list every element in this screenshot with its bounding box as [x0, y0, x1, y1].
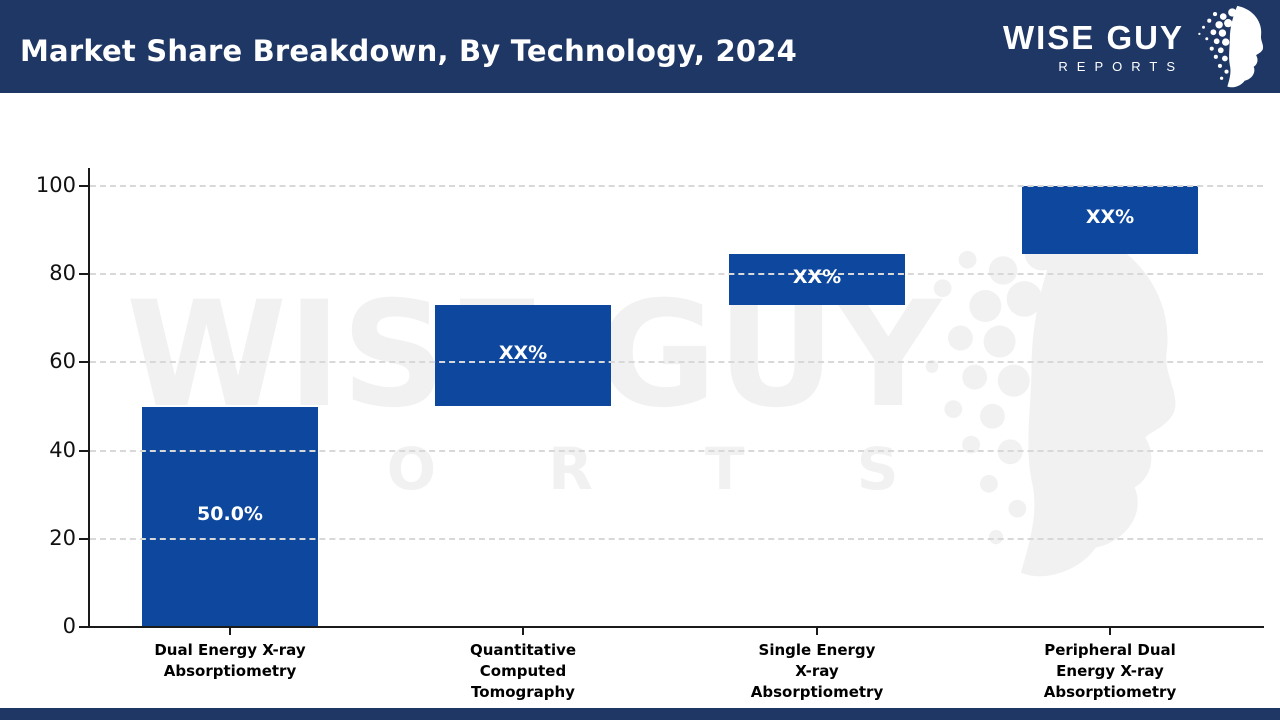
x-axis-tick	[1109, 628, 1111, 635]
logo-subtitle: REPORTS	[1058, 58, 1184, 74]
gridline	[90, 361, 1263, 364]
x-tick-label: Dual Energy X-ray Absorptiometry	[154, 641, 306, 680]
x-tick-label: Single Energy X-ray Absorptiometry	[750, 641, 884, 701]
footer-bar	[0, 708, 1280, 720]
bar-value-label: XX%	[1085, 206, 1135, 229]
chart-title: Market Share Breakdown, By Technology, 2…	[20, 33, 798, 68]
y-axis-tick	[79, 626, 88, 628]
x-tick-label: Quantitative Computed Tomography	[469, 641, 577, 701]
wise-guy-logo: WISE GUY REPORTS	[1003, 5, 1270, 89]
waterfall-bar	[729, 254, 905, 306]
y-axis-spine	[88, 168, 90, 628]
gridline	[90, 537, 1263, 540]
y-axis-tick	[79, 449, 88, 452]
y-tick-label: 20	[49, 525, 76, 550]
gridline	[90, 185, 1263, 187]
y-axis-tick	[79, 537, 88, 540]
bar-value-label: XX%	[792, 265, 842, 288]
watermark-head-icon	[895, 224, 1176, 577]
x-tick-label: Peripheral Dual Energy X-ray Absorptiome…	[1043, 641, 1177, 701]
x-axis-tick	[816, 628, 818, 635]
y-tick-label: 40	[49, 437, 76, 462]
x-axis-tick	[229, 628, 231, 635]
x-axis-spine	[88, 626, 1264, 628]
y-tick-label: 60	[49, 349, 76, 374]
waterfall-bar	[1022, 186, 1198, 255]
waterfall-bar	[142, 406, 318, 627]
bar-value-label: 50.0%	[197, 502, 263, 525]
y-axis-tick	[79, 361, 88, 364]
logo-head-icon	[1198, 5, 1264, 87]
y-tick-label: 100	[35, 173, 76, 197]
y-axis-tick	[79, 273, 88, 276]
logo-wordmark: WISE GUY	[1002, 18, 1184, 56]
waterfall-bar	[435, 305, 611, 407]
bar-value-label: XX%	[498, 341, 548, 364]
gridline	[90, 273, 1263, 276]
y-tick-label: 0	[62, 614, 76, 638]
gridline	[90, 449, 1263, 452]
header-bar: Market Share Breakdown, By Technology, 2…	[0, 0, 1280, 93]
y-axis-tick	[79, 185, 88, 187]
y-tick-label: 80	[49, 261, 76, 286]
x-axis-tick	[522, 628, 524, 635]
